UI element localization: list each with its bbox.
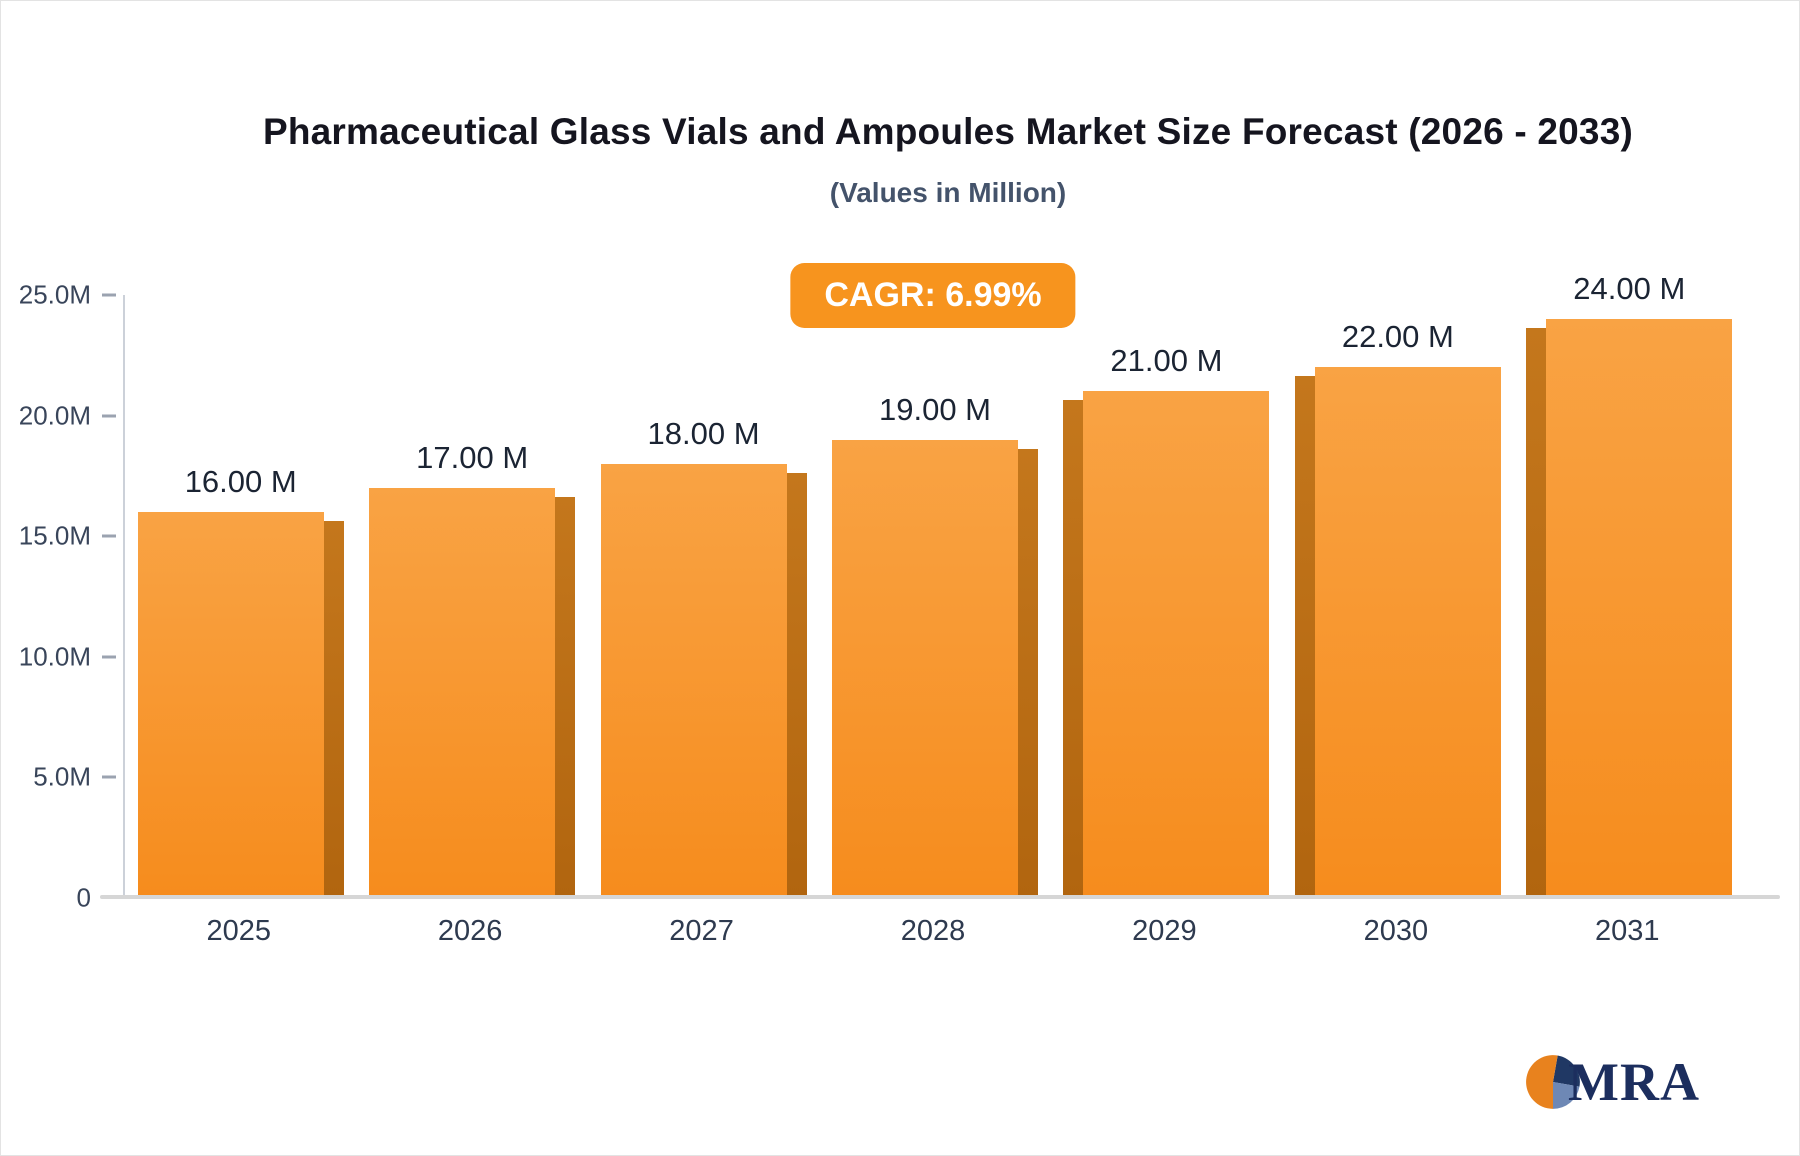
bar-face <box>1314 367 1501 898</box>
x-axis-label: 2025 <box>206 915 271 947</box>
bar-value-label: 21.00 M <box>1110 343 1223 379</box>
bar-side <box>1063 400 1084 898</box>
y-axis-tick-label: 5.0M <box>33 761 91 792</box>
logo-pie-segment-navy <box>1553 1055 1580 1087</box>
bar-face <box>1083 391 1270 898</box>
bar-2030 <box>1294 367 1501 898</box>
bar-value-label: 18.00 M <box>647 415 760 451</box>
y-axis-tick <box>102 655 116 659</box>
bar-value-label: 17.00 M <box>416 439 529 475</box>
bar-value-label: 22.00 M <box>1341 319 1454 355</box>
logo-pie-segment-blue <box>1553 1082 1580 1109</box>
bar-value-label: 16.00 M <box>184 464 297 500</box>
y-axis-tick-label: 25.0M <box>18 279 91 310</box>
bar-face <box>1546 319 1733 898</box>
plot-area: 16.00 M 17.00 M 18.00 M 19.00 M 21.00 M 22.00… <box>123 271 1743 898</box>
bar-value-label: 19.00 M <box>878 391 992 427</box>
chart-subtitle: (Values in Million) <box>829 177 1067 208</box>
bar-2028 <box>832 439 1038 898</box>
x-axis: 2025 2026 2027 2028 2029 2030 2031 <box>123 915 1743 959</box>
bar-value-label: 24.00 M <box>1573 271 1686 307</box>
y-axis-tick-label: 15.0M <box>18 520 91 551</box>
chart-title: Pharmaceutical Glass Vials and Ampoules … <box>262 111 1634 152</box>
bar-side <box>1294 376 1315 898</box>
bar-face <box>832 439 1018 898</box>
cagr-badge: CAGR: 6.99% <box>790 263 1076 328</box>
x-axis-label: 2029 <box>1132 915 1197 947</box>
x-axis-line <box>100 895 1780 899</box>
logo-pie-segment-orange <box>1526 1055 1558 1109</box>
bar-face <box>137 512 324 898</box>
y-axis-tick <box>102 293 116 297</box>
bar-2029 <box>1063 391 1270 898</box>
bar-2025 <box>137 512 344 898</box>
bar-side <box>555 496 576 898</box>
bar-2031 <box>1526 319 1733 898</box>
y-axis-tick <box>102 534 116 538</box>
x-axis-label: 2030 <box>1363 915 1429 947</box>
x-axis-label: 2028 <box>900 915 966 947</box>
y-axis-tick <box>102 775 116 779</box>
y-axis-tick-label: 10.0M <box>18 641 91 672</box>
brand-logo: MRA <box>1525 1054 1700 1110</box>
y-axis-tick-label: 0 <box>76 882 91 913</box>
bar-face <box>600 463 787 898</box>
y-axis-tick-label: 20.0M <box>18 400 91 431</box>
x-axis-label: 2027 <box>669 915 734 947</box>
bar-face <box>369 487 556 898</box>
bar-side <box>323 521 344 898</box>
bar-side <box>1526 328 1547 898</box>
y-axis-tick <box>102 414 116 418</box>
logo-text: MRA <box>1568 1052 1700 1112</box>
bar-2027 <box>600 463 807 898</box>
x-axis-label: 2026 <box>437 915 503 947</box>
x-axis-label: 2031 <box>1595 915 1660 947</box>
logo-pie-icon <box>1526 1055 1580 1109</box>
y-axis: 0 5.0M 10.0M 15.0M 20.0M 25.0M <box>1 280 123 913</box>
bar-side <box>786 472 807 898</box>
bar-2026 <box>369 487 576 898</box>
bar-side <box>1018 448 1038 898</box>
